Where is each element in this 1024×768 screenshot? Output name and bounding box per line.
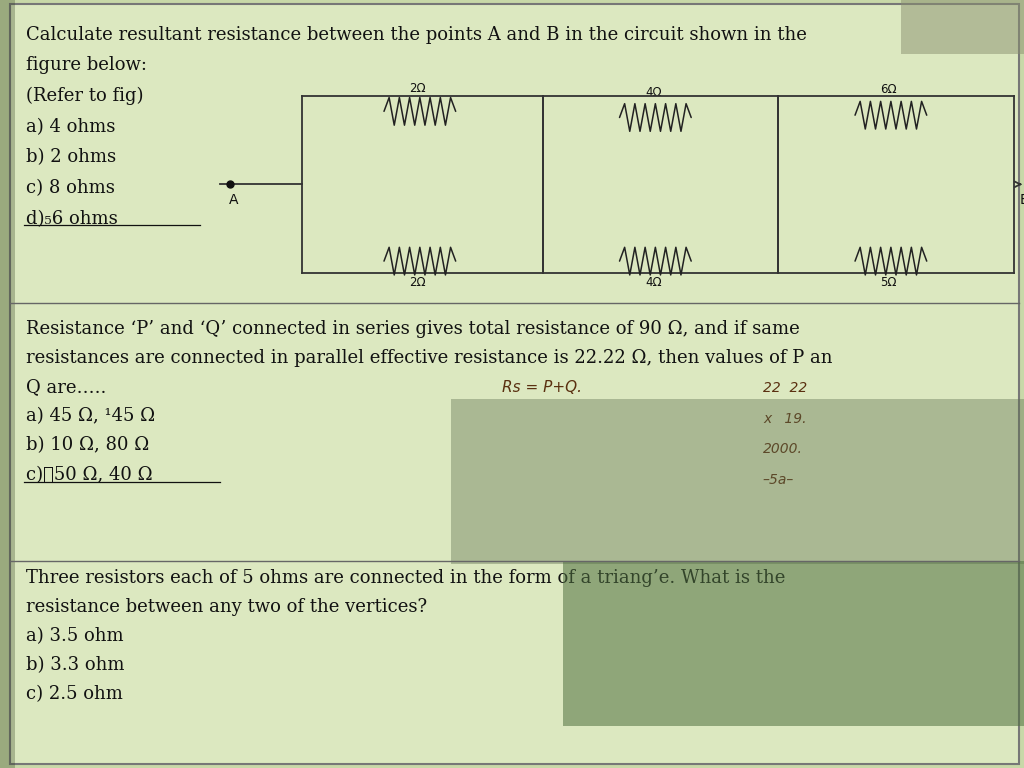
Text: Calculate resultant resistance between the points A and B in the circuit shown i: Calculate resultant resistance between t… [26, 25, 807, 44]
Text: 2000.: 2000. [763, 442, 803, 456]
Text: 4Ω: 4Ω [645, 276, 662, 289]
Text: resistances are connected in parallel effective resistance is 22.22 Ω, then valu: resistances are connected in parallel ef… [26, 349, 833, 367]
Text: 6Ω: 6Ω [881, 84, 897, 96]
Text: a) 3.5 ohm: a) 3.5 ohm [26, 627, 123, 645]
Text: –5a–: –5a– [763, 473, 795, 487]
Bar [901, 0, 1024, 54]
Text: Q are…..: Q are….. [26, 378, 105, 396]
Text: a) 4 ohms: a) 4 ohms [26, 118, 115, 136]
Text: x   19.: x 19. [763, 412, 806, 425]
Text: A: A [228, 193, 239, 207]
Text: c)⁘50 Ω, 40 Ω: c)⁘50 Ω, 40 Ω [26, 465, 153, 484]
Text: Resistance ‘P’ and ‘Q’ connected in series gives total resistance of 90 Ω, and i: Resistance ‘P’ and ‘Q’ connected in seri… [26, 319, 800, 338]
Text: b) 3.3 ohm: b) 3.3 ohm [26, 656, 124, 674]
Text: B: B [1020, 193, 1024, 207]
Text: d)₅6 ohms: d)₅6 ohms [26, 210, 118, 228]
Text: Three resistors each of 5 ohms are connected in the form of a triang’e. What is : Three resistors each of 5 ohms are conne… [26, 568, 785, 587]
Text: 2Ω: 2Ω [410, 276, 426, 289]
Text: 22  22: 22 22 [763, 381, 807, 395]
Text: (Refer to fig): (Refer to fig) [26, 87, 143, 105]
Bar [563, 561, 1024, 726]
Text: a) 45 Ω, ¹45 Ω: a) 45 Ω, ¹45 Ω [26, 407, 155, 425]
Text: b) 2 ohms: b) 2 ohms [26, 148, 116, 167]
Text: resistance between any two of the vertices?: resistance between any two of the vertic… [26, 598, 427, 616]
Text: 4Ω: 4Ω [645, 86, 662, 98]
Text: 2Ω: 2Ω [410, 82, 426, 94]
Text: 5Ω: 5Ω [881, 276, 897, 289]
Text: c) 2.5 ohm: c) 2.5 ohm [26, 685, 123, 703]
Bar [451, 399, 1024, 564]
Text: b) 10 Ω, 80 Ω: b) 10 Ω, 80 Ω [26, 436, 148, 455]
Text: figure below:: figure below: [26, 56, 146, 74]
Bar [0, 0, 15, 768]
Text: Rs = P+Q.: Rs = P+Q. [502, 380, 582, 396]
Text: c) 8 ohms: c) 8 ohms [26, 179, 115, 197]
